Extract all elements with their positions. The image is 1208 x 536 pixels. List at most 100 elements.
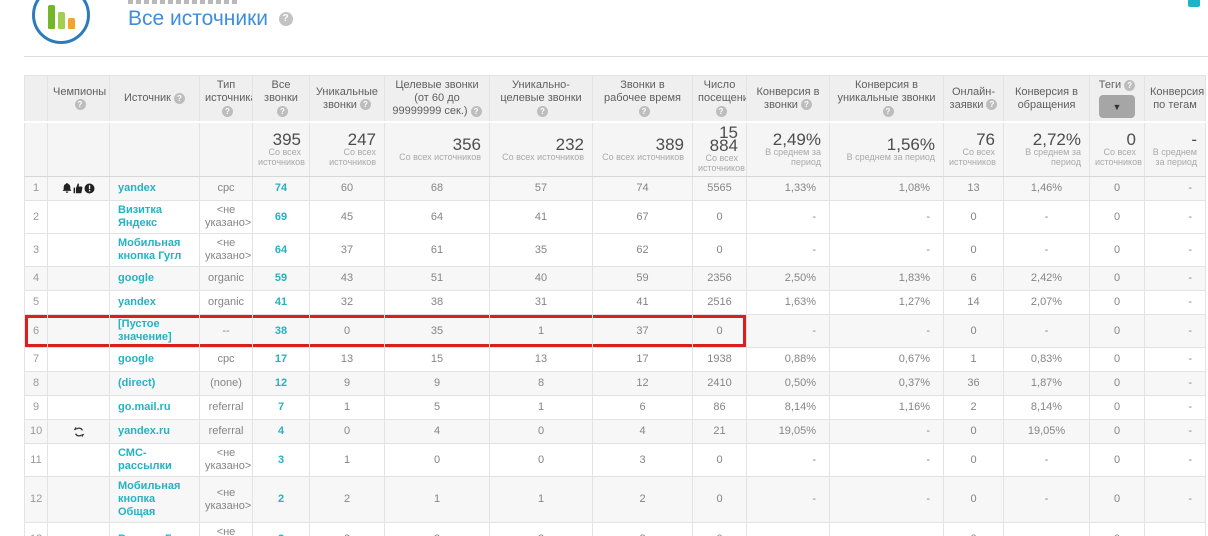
conv-tags-cell: -	[1144, 266, 1206, 291]
work-time-cell: 2	[592, 476, 693, 523]
all-calls-link[interactable]: 41	[274, 296, 288, 308]
summary-tags: 0 Со всех источников	[1089, 121, 1145, 177]
help-icon-champions[interactable]: ?	[74, 99, 86, 111]
table-row-source-3: 3 Мобильная кнопка Гугл <не указано> 64 37 61…	[24, 233, 1206, 267]
help-icon-target-calls[interactable]: ?	[470, 105, 482, 117]
conv-unique-cell: 1,27%	[829, 290, 944, 315]
col-label-work-time-calls: Звонки в рабочее время	[603, 79, 682, 104]
summary-value: 247	[347, 129, 376, 149]
work-time-cell: 62	[592, 233, 693, 267]
source-link[interactable]: (direct)	[118, 377, 156, 389]
unique-calls-cell: 45	[309, 200, 385, 234]
unique-target-cell: 2	[489, 522, 593, 536]
all-calls-link[interactable]: 3	[277, 453, 285, 466]
tags-cell: 0	[1089, 347, 1145, 372]
all-calls-link[interactable]: 64	[274, 243, 288, 256]
help-icon-source[interactable]: ?	[173, 92, 185, 104]
conv-unique-cell: -	[829, 200, 944, 234]
source-cell: СМС-рассылки	[109, 443, 200, 477]
help-icon-all-calls[interactable]: ?	[277, 105, 288, 117]
col-header-conv-tags: Конверсия по тегам	[1144, 75, 1206, 123]
source-link[interactable]: СМС-рассылки	[118, 447, 172, 472]
summary-unique-target-calls: 232 Со всех источников	[489, 121, 593, 177]
source-link[interactable]: [Пустое значение]	[118, 318, 172, 343]
source-link[interactable]: Мобильная кнопка Общая	[118, 480, 181, 518]
all-calls-link[interactable]: 17	[274, 353, 288, 365]
logo-bar-lightgreen	[57, 12, 65, 29]
help-icon-visits[interactable]: ?	[715, 105, 727, 117]
champions-cell	[47, 443, 110, 477]
summary-value: 395	[272, 129, 301, 149]
source-type-cell: <не указано>	[199, 200, 253, 234]
visits-cell: 2516	[692, 290, 747, 315]
help-icon-tags[interactable]: ?	[1124, 79, 1136, 91]
help-icon-unique-target-calls[interactable]: ?	[537, 105, 548, 117]
source-link[interactable]: Визитка Яндекс	[118, 204, 162, 229]
title-help-icon[interactable]: ?	[278, 12, 293, 26]
online-cell: 14	[943, 290, 1004, 315]
conv-inq-cell: 1,46%	[1003, 176, 1090, 201]
source-link[interactable]: google	[118, 353, 155, 365]
corner-cut-icon[interactable]	[1188, 0, 1200, 7]
tags-cell: 0	[1089, 371, 1145, 396]
conv-inq-cell: 2,42%	[1003, 266, 1090, 291]
conv-inq-cell: 1,87%	[1003, 371, 1090, 396]
unique-target-cell: 8	[489, 371, 593, 396]
all-calls-link[interactable]: 2	[278, 533, 284, 536]
source-link[interactable]: yandex.ru	[118, 425, 170, 437]
all-calls-link[interactable]: 12	[274, 377, 288, 389]
conv-calls-cell: -	[746, 476, 830, 523]
all-calls-link[interactable]: 38	[274, 324, 288, 337]
summary-value: 2,72%	[1032, 129, 1081, 149]
tags-cell: 0	[1089, 233, 1145, 267]
summary-visits: 15 884 Со всех источников	[692, 121, 747, 177]
help-icon-source-type[interactable]: ?	[222, 105, 233, 117]
summary-value: -	[1191, 129, 1197, 149]
summary-unique-calls: 247 Со всех источников	[309, 121, 385, 177]
all-calls-link[interactable]: 59	[274, 272, 288, 284]
summary-online-requests: 76 Со всех источников	[943, 121, 1004, 177]
source-link[interactable]: google	[118, 272, 155, 284]
target-calls-cell: 51	[384, 266, 490, 291]
source-link[interactable]: go.mail.ru	[118, 401, 171, 413]
col-label-visits: Число посещений	[698, 79, 746, 104]
conv-tags-cell: -	[1144, 176, 1206, 201]
col-header-unique-calls: Уникальные звонки?	[309, 75, 385, 123]
online-cell: 2	[943, 395, 1004, 420]
source-link[interactable]: Мобильная кнопка Гугл	[118, 237, 182, 262]
report-logo	[32, 0, 90, 44]
col-label-source-type: Тип источника	[205, 79, 253, 104]
conv-unique-cell: -	[829, 476, 944, 523]
summary-caption: Со всех источников	[399, 151, 481, 162]
source-link[interactable]: yandex	[118, 296, 156, 308]
champions-cell	[47, 200, 110, 234]
conv-tags-cell: -	[1144, 347, 1206, 372]
source-type-cell: referral	[199, 419, 253, 444]
all-calls-link[interactable]: 74	[274, 182, 288, 194]
champions-cell	[47, 522, 110, 536]
col-label-source: Источник	[124, 92, 171, 104]
unique-target-cell: 41	[489, 200, 593, 234]
source-link[interactable]: Визитка Гугл	[118, 533, 188, 536]
source-link[interactable]: yandex	[118, 182, 156, 194]
all-calls-link[interactable]: 4	[277, 425, 285, 437]
row-number: 7	[24, 347, 48, 372]
all-calls-link[interactable]: 2	[277, 493, 285, 505]
tags-cell: 0	[1089, 476, 1145, 523]
all-calls-cell: 59	[252, 266, 310, 291]
conv-tags-cell: -	[1144, 419, 1206, 444]
sync-icon[interactable]	[73, 426, 85, 438]
all-calls-link[interactable]: 7	[277, 401, 285, 413]
all-calls-link[interactable]: 69	[274, 210, 288, 223]
work-time-cell: 67	[592, 200, 693, 234]
help-icon-unique-calls[interactable]: ?	[359, 99, 371, 111]
help-icon-online-requests[interactable]: ?	[986, 99, 998, 111]
champions-cell	[47, 290, 110, 315]
tags-dropdown-button[interactable]: ▼	[1099, 95, 1135, 118]
unique-target-cell: 1	[489, 395, 593, 420]
sources-report-table-wrap: Чемпионы? Источник? Тип источника? Все звон…	[24, 75, 1208, 536]
help-icon-work-time-calls[interactable]: ?	[638, 105, 650, 117]
help-icon-conv-calls[interactable]: ?	[800, 99, 812, 111]
unique-target-cell: 35	[489, 233, 593, 267]
help-icon-conv-unique-calls[interactable]: ?	[882, 105, 894, 117]
